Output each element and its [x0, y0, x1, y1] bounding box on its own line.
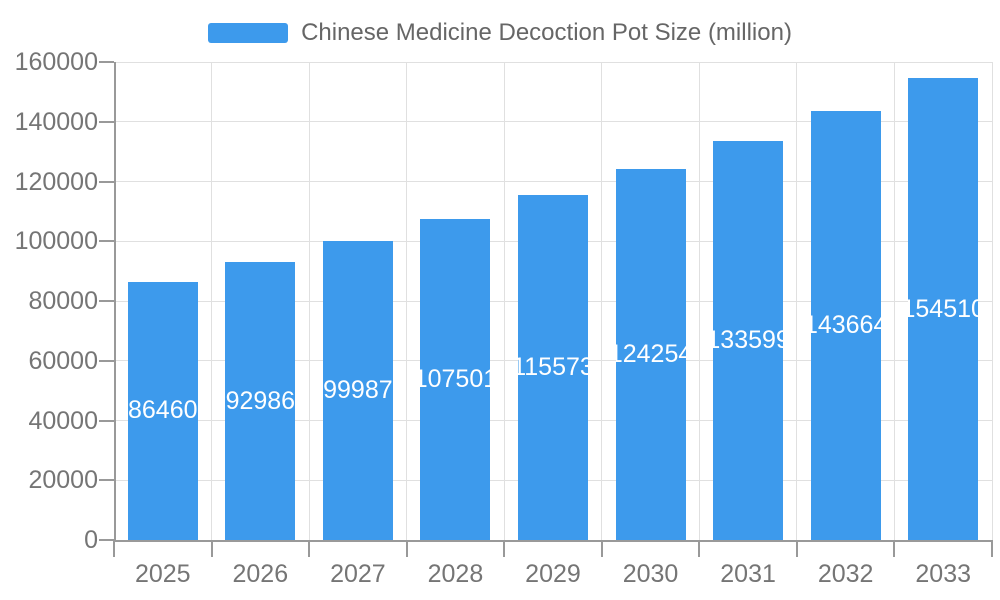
legend-label: Chinese Medicine Decoction Pot Size (mil…: [301, 19, 792, 46]
x-category-label: 2026: [232, 560, 289, 588]
y-tick: [99, 240, 114, 243]
x-gridline: [893, 62, 895, 540]
bar[interactable]: 92986: [225, 262, 296, 540]
y-tick: [99, 479, 114, 482]
y-tick-label: 140000: [14, 107, 98, 136]
y-gridline: [114, 181, 992, 182]
bar[interactable]: 107501: [420, 218, 491, 540]
x-gridline: [698, 62, 700, 540]
y-gridline: [114, 61, 992, 63]
y-tick-label: 120000: [14, 167, 98, 196]
x-tick: [113, 540, 115, 557]
y-tick: [99, 300, 114, 302]
x-tick: [503, 540, 506, 557]
x-category-label: 2033: [915, 560, 972, 588]
x-tick: [795, 540, 798, 557]
y-gridline: [114, 121, 992, 123]
x-gridline: [211, 62, 213, 540]
bar[interactable]: 99987: [322, 241, 393, 540]
x-tick: [210, 540, 213, 557]
bar-value-label: 124254: [615, 339, 686, 368]
y-tick-label: 160000: [14, 48, 98, 76]
bar[interactable]: 133599: [713, 140, 784, 540]
y-axis-line: [114, 62, 116, 540]
y-tick: [99, 419, 114, 422]
x-category-label: 2025: [134, 560, 191, 588]
x-category-label: 2030: [622, 560, 679, 588]
legend: Chinese Medicine Decoction Pot Size (mil…: [0, 19, 1000, 47]
x-gridline: [601, 62, 603, 540]
y-tick-label: 80000: [28, 287, 98, 315]
y-tick: [99, 539, 114, 541]
y-tick-label: 40000: [28, 406, 98, 435]
x-tick: [308, 540, 311, 557]
x-tick: [698, 540, 701, 557]
bar[interactable]: 154510: [908, 78, 979, 540]
bar[interactable]: 86460: [127, 281, 198, 540]
y-tick-label: 60000: [28, 346, 98, 375]
x-category-label: 2027: [330, 560, 386, 588]
bar-value-label: 86460: [128, 396, 198, 425]
y-tick-label: 20000: [28, 466, 98, 495]
x-category-label: 2032: [817, 560, 874, 588]
x-tick: [600, 540, 603, 557]
x-tick: [893, 540, 896, 557]
x-category-label: 2028: [427, 560, 484, 588]
x-category-label: 2031: [720, 560, 776, 588]
y-tick: [99, 180, 114, 183]
bar-value-label: 143664: [810, 310, 881, 339]
bar[interactable]: 143664: [810, 110, 881, 540]
x-gridline: [308, 62, 310, 540]
bar-value-label: 92986: [225, 386, 296, 415]
legend-item[interactable]: Chinese Medicine Decoction Pot Size (mil…: [208, 19, 792, 47]
y-tick: [99, 61, 114, 63]
y-tick: [99, 120, 114, 123]
bar-value-label: 107501: [420, 364, 491, 393]
x-gridline: [796, 62, 798, 540]
plot-area: 0 20000 40000 60000 80000 100000 120000 140000 1…: [15, 48, 993, 588]
bar-value-label: 133599: [713, 325, 784, 354]
y-tick-label: 100000: [14, 227, 98, 256]
x-tick: [991, 540, 993, 557]
x-category-label: 2029: [525, 560, 581, 588]
y-tick-label: 0: [84, 526, 98, 554]
y-tick: [99, 359, 114, 362]
x-gridline: [991, 62, 993, 540]
legend-swatch-icon: [208, 23, 289, 43]
x-axis-line: [114, 540, 992, 542]
bar-value-label: 154510: [908, 294, 979, 323]
bar-value-label: 99987: [323, 376, 393, 405]
x-gridline: [406, 62, 408, 540]
x-tick: [405, 540, 408, 557]
x-gridline: [503, 62, 505, 540]
bar[interactable]: 124254: [615, 168, 686, 540]
